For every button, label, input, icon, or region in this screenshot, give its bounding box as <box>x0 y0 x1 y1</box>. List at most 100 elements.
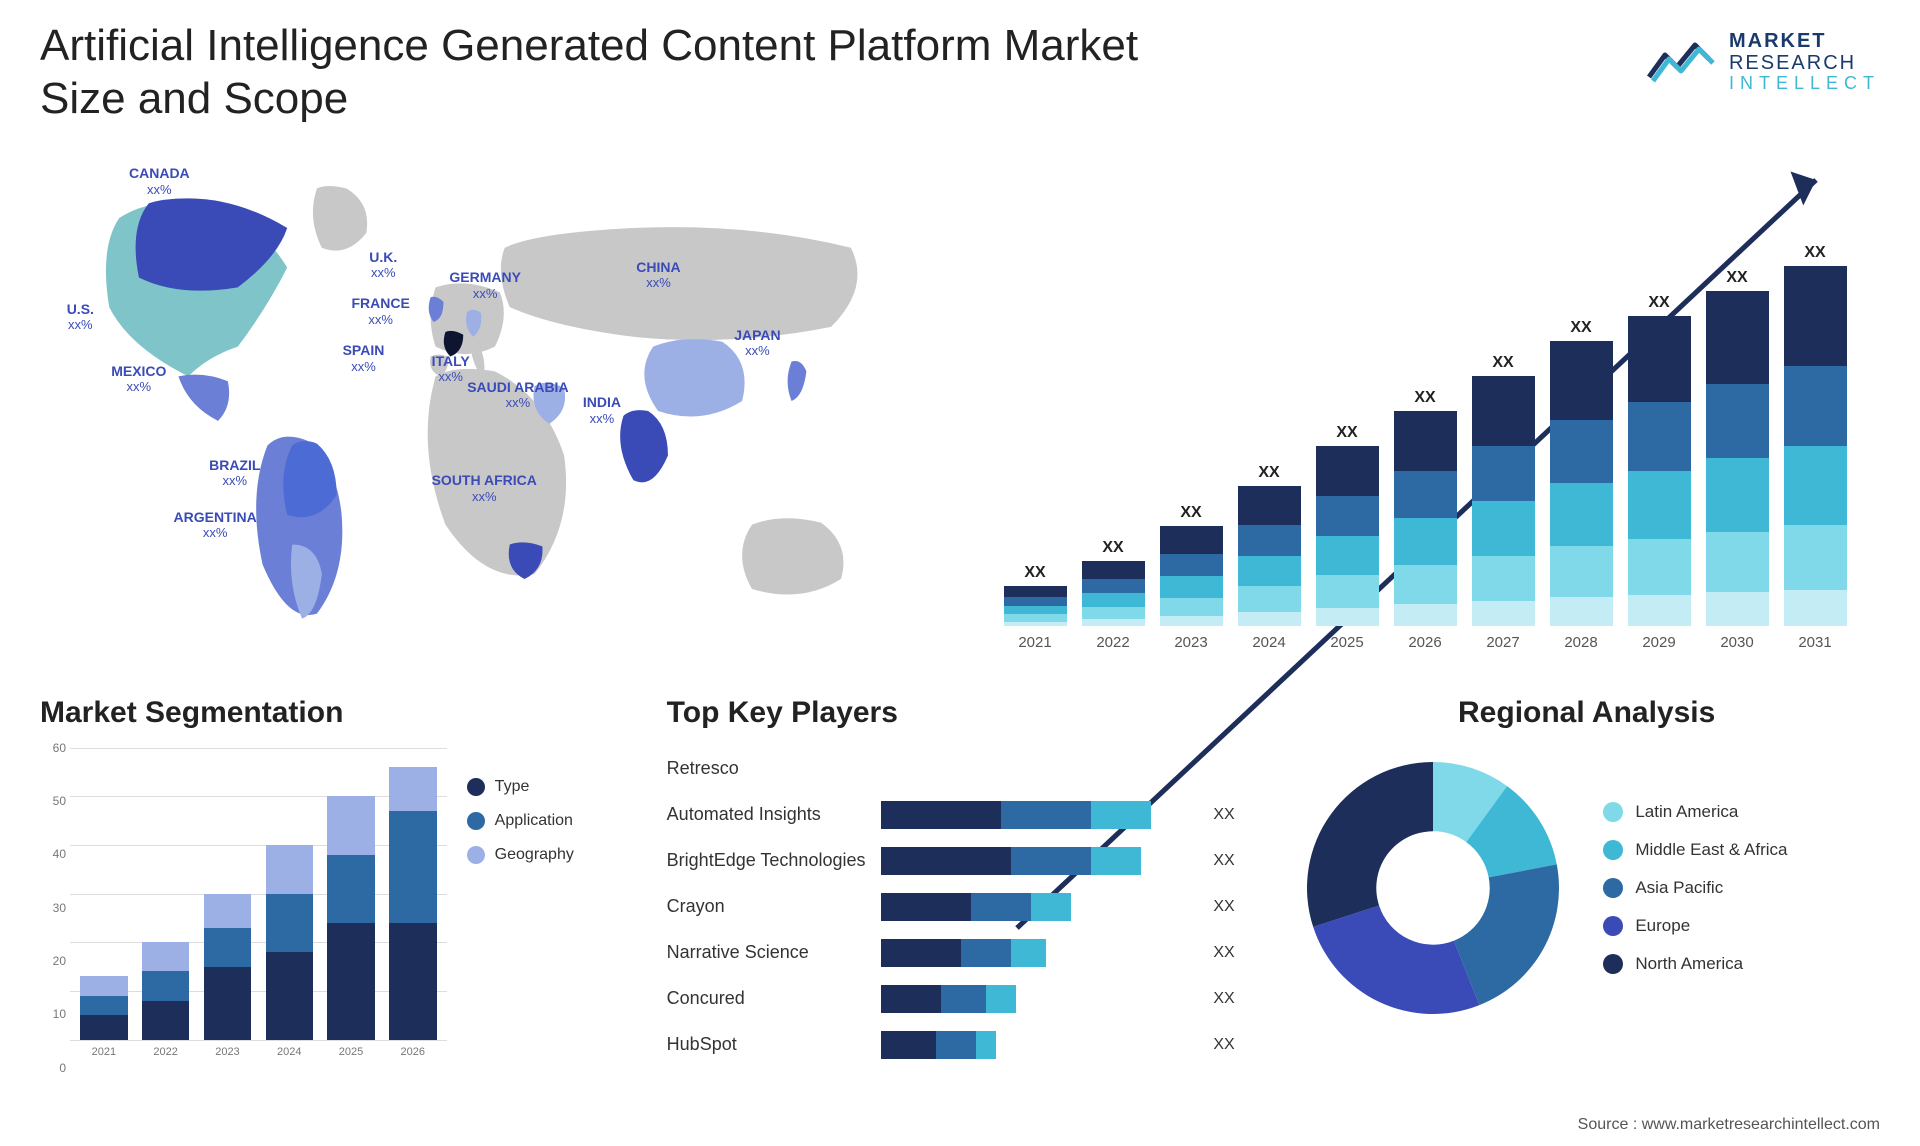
map-label-canada: CANADAxx% <box>129 166 190 197</box>
seg-ytick: 10 <box>53 1007 66 1021</box>
seg-bar-2024: 2024 <box>261 845 317 1040</box>
map-label-spain: SPAINxx% <box>343 343 385 374</box>
kp-value: XX <box>1213 898 1253 916</box>
growth-bar-value: XX <box>1258 464 1279 482</box>
growth-bar-xlabel: 2030 <box>1720 634 1753 651</box>
growth-bar-value: XX <box>1336 424 1357 442</box>
seg-bar-2021: 2021 <box>76 976 132 1039</box>
logo-text-2: RESEARCH <box>1729 52 1880 74</box>
growth-bar-2024: XX2024 <box>1234 464 1304 626</box>
kp-value: XX <box>1213 1036 1253 1054</box>
regional-title: Regional Analysis <box>1293 696 1880 730</box>
kp-value: XX <box>1213 852 1253 870</box>
growth-bar-2026: XX2026 <box>1390 389 1460 626</box>
seg-xlabel: 2021 <box>92 1046 116 1058</box>
donut-legend-asia-pacific: Asia Pacific <box>1603 878 1787 898</box>
seg-ytick: 20 <box>53 954 66 968</box>
map-label-italy: ITALYxx% <box>432 354 470 385</box>
kp-label: Crayon <box>667 896 867 917</box>
kp-row-hubspot: HubSpot XX <box>667 1024 1254 1066</box>
donut-legend-latin-america: Latin America <box>1603 802 1787 822</box>
growth-bar-2031: XX2031 <box>1780 244 1850 626</box>
kp-row-crayon: Crayon XX <box>667 886 1254 928</box>
growth-bar-2021: XX2021 <box>1000 564 1070 626</box>
regional-panel: Regional Analysis Latin America Middle Ea… <box>1293 696 1880 1096</box>
key-players-panel: Top Key Players Retresco Automated Insigh… <box>667 696 1254 1096</box>
growth-bar-xlabel: 2026 <box>1408 634 1441 651</box>
map-label-u.s.: U.S.xx% <box>67 302 94 333</box>
logo-icon <box>1647 37 1717 87</box>
map-label-france: FRANCExx% <box>352 296 410 327</box>
donut-legend-europe: Europe <box>1603 916 1787 936</box>
seg-xlabel: 2024 <box>277 1046 301 1058</box>
kp-row-retresco: Retresco <box>667 748 1254 790</box>
growth-bar-value: XX <box>1726 269 1747 287</box>
growth-bar-2028: XX2028 <box>1546 319 1616 626</box>
growth-bar-xlabel: 2027 <box>1486 634 1519 651</box>
growth-bar-2029: XX2029 <box>1624 294 1694 626</box>
map-label-germany: GERMANYxx% <box>449 270 521 301</box>
map-label-japan: JAPANxx% <box>734 328 780 359</box>
kp-row-narrative-science: Narrative Science XX <box>667 932 1254 974</box>
growth-bar-2030: XX2030 <box>1702 269 1772 626</box>
growth-bar-2025: XX2025 <box>1312 424 1382 626</box>
growth-bar-xlabel: 2021 <box>1018 634 1051 651</box>
seg-bar-2026: 2026 <box>385 767 441 1040</box>
brand-logo: MARKET RESEARCH INTELLECT <box>1647 20 1880 94</box>
growth-bar-xlabel: 2022 <box>1096 634 1129 651</box>
seg-legend-geography: Geography <box>467 846 627 864</box>
key-players-title: Top Key Players <box>667 696 1254 730</box>
page-title: Artificial Intelligence Generated Conten… <box>40 20 1140 126</box>
logo-text-3: INTELLECT <box>1729 74 1880 94</box>
seg-ytick: 0 <box>59 1061 66 1075</box>
regional-donut <box>1293 748 1573 1028</box>
growth-bar-value: XX <box>1102 539 1123 557</box>
growth-bar-2027: XX2027 <box>1468 354 1538 626</box>
growth-bar-xlabel: 2025 <box>1330 634 1363 651</box>
growth-bar-value: XX <box>1024 564 1045 582</box>
growth-bar-value: XX <box>1648 294 1669 312</box>
donut-slice-north-america <box>1307 762 1433 927</box>
logo-text-1: MARKET <box>1729 30 1880 52</box>
seg-ytick: 40 <box>53 847 66 861</box>
donut-legend-middle-east-africa: Middle East & Africa <box>1603 840 1787 860</box>
seg-xlabel: 2022 <box>153 1046 177 1058</box>
seg-legend-type: Type <box>467 778 627 796</box>
world-map: CANADAxx% U.S.xx% MEXICOxx% BRAZILxx% ARGENT… <box>40 146 930 666</box>
donut-slice-europe <box>1314 905 1480 1013</box>
seg-legend-application: Application <box>467 812 627 830</box>
source-label: Source : www.marketresearchintellect.com <box>1578 1116 1880 1134</box>
map-label-saudi arabia: SAUDI ARABIAxx% <box>467 380 568 411</box>
map-label-u.k.: U.K.xx% <box>369 250 397 281</box>
kp-row-automated-insights: Automated InsightsXX <box>667 794 1254 836</box>
growth-bar-xlabel: 2029 <box>1642 634 1675 651</box>
kp-value: XX <box>1213 990 1253 1008</box>
growth-bar-xlabel: 2028 <box>1564 634 1597 651</box>
growth-bar-value: XX <box>1414 389 1435 407</box>
segmentation-panel: Market Segmentation 0102030405060 202120… <box>40 696 627 1096</box>
kp-row-concured: Concured XX <box>667 978 1254 1020</box>
kp-label: HubSpot <box>667 1034 867 1055</box>
seg-xlabel: 2023 <box>215 1046 239 1058</box>
kp-label: Narrative Science <box>667 942 867 963</box>
growth-chart: XX2021XX2022XX2023XX2024XX2025XX2026XX20… <box>970 146 1880 666</box>
map-label-mexico: MEXICOxx% <box>111 364 166 395</box>
kp-label: Concured <box>667 988 867 1009</box>
growth-bar-value: XX <box>1492 354 1513 372</box>
seg-ytick: 50 <box>53 794 66 808</box>
map-label-brazil: BRAZILxx% <box>209 458 260 489</box>
kp-label: Retresco <box>667 758 867 779</box>
map-label-china: CHINAxx% <box>636 260 680 291</box>
kp-value: XX <box>1213 806 1253 824</box>
kp-value: XX <box>1213 944 1253 962</box>
seg-xlabel: 2026 <box>401 1046 425 1058</box>
seg-bar-2022: 2022 <box>138 942 194 1039</box>
kp-label: BrightEdge Technologies <box>667 850 867 871</box>
seg-xlabel: 2025 <box>339 1046 363 1058</box>
kp-row-brightedge-technologies: BrightEdge Technologies XX <box>667 840 1254 882</box>
seg-bar-2025: 2025 <box>323 796 379 1039</box>
growth-bar-xlabel: 2024 <box>1252 634 1285 651</box>
map-label-argentina: ARGENTINAxx% <box>174 510 257 541</box>
growth-bar-value: XX <box>1570 319 1591 337</box>
growth-bar-2023: XX2023 <box>1156 504 1226 626</box>
